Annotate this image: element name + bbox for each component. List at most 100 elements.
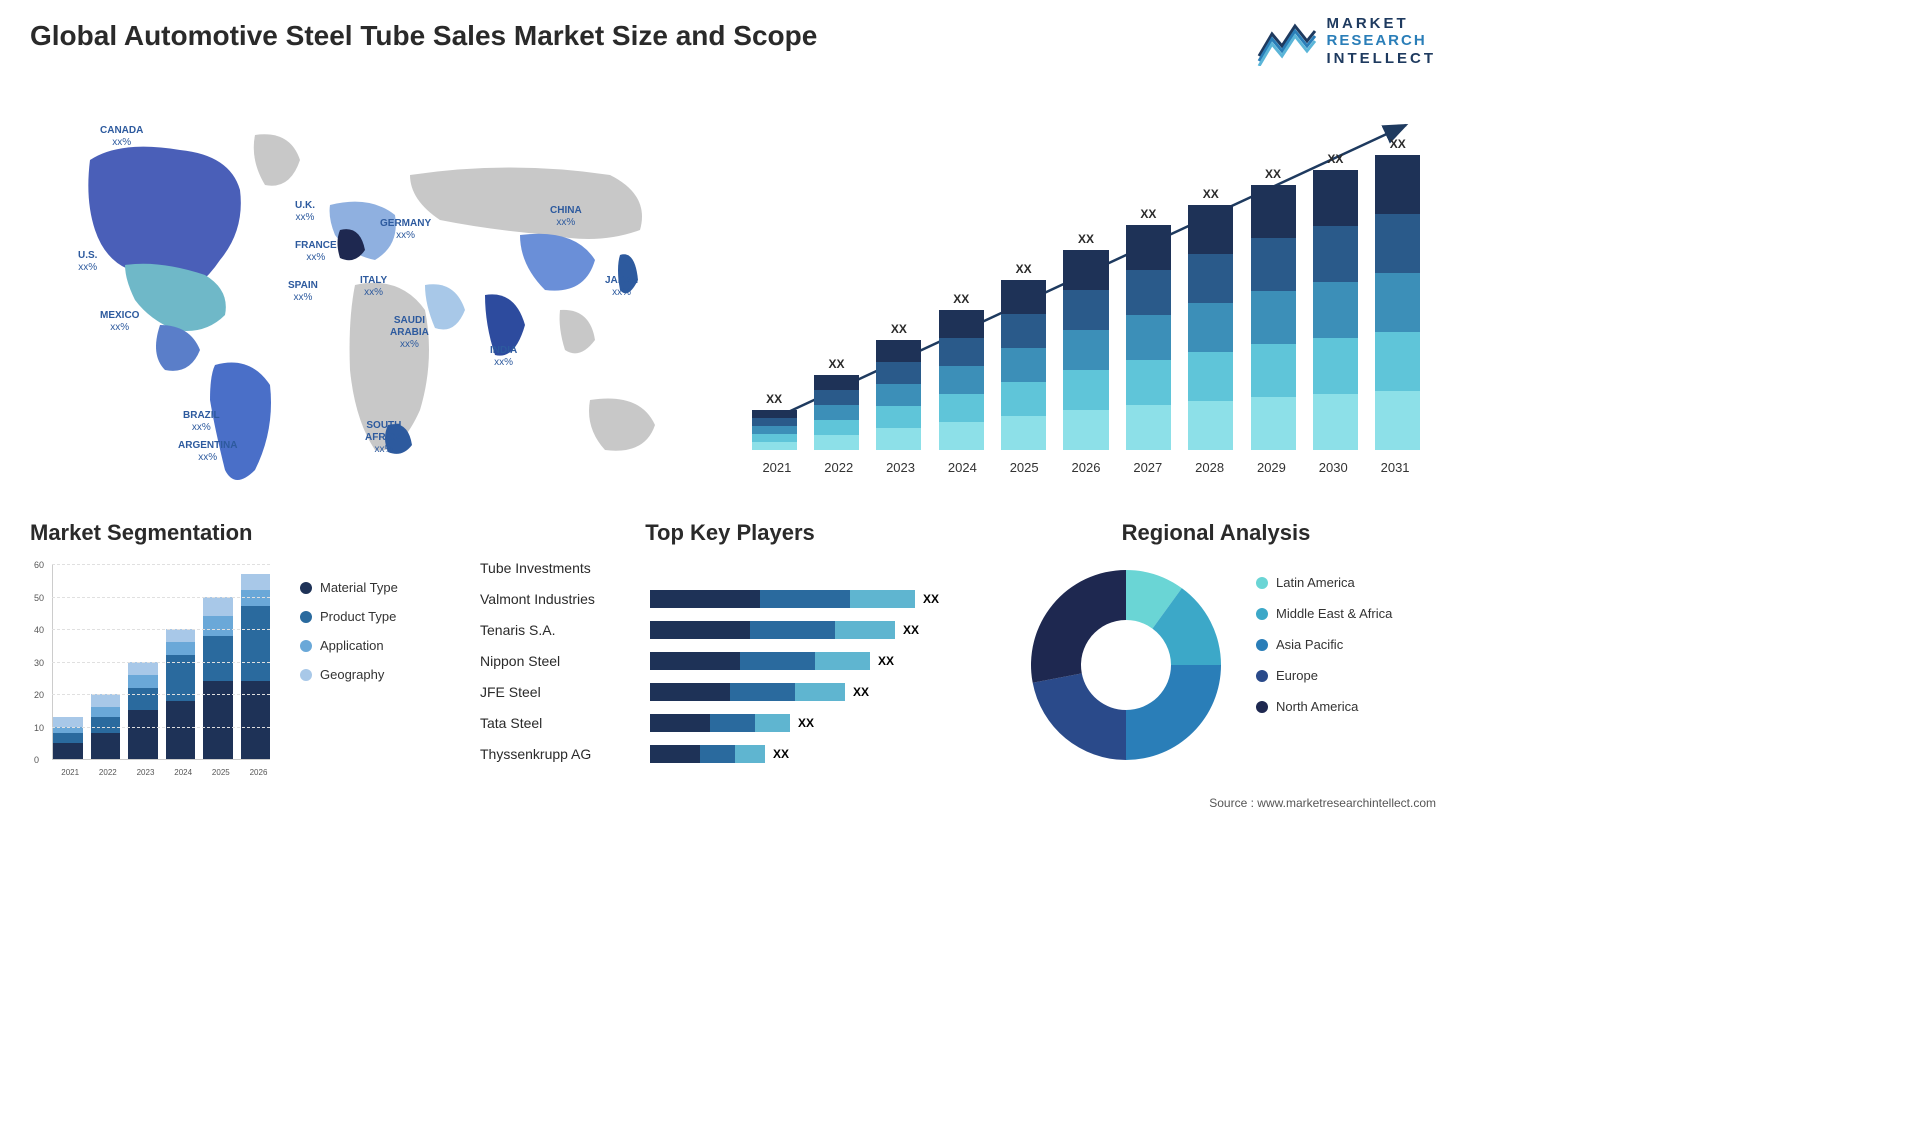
logo-word1: MARKET xyxy=(1327,15,1437,32)
seg-year-label: 2023 xyxy=(127,768,163,777)
map-label-italy: ITALYxx% xyxy=(360,275,387,299)
map-label-southafrica: SOUTHAFRICAxx% xyxy=(365,420,403,456)
player-bar-row: XX xyxy=(650,682,960,702)
seg-ytick: 50 xyxy=(34,593,44,603)
growth-bar-value-label: XX xyxy=(1078,232,1094,246)
segmentation-legend: Material Type Product Type Application Geog… xyxy=(300,580,398,682)
seg-ytick: 0 xyxy=(34,755,39,765)
legend-label: Europe xyxy=(1276,668,1318,683)
player-name: Tube Investments xyxy=(480,558,640,578)
world-map: CANADAxx%U.S.xx%MEXICOxx%BRAZILxx%ARGENT… xyxy=(30,100,710,500)
seg-year-label: 2024 xyxy=(165,768,201,777)
donut-slice xyxy=(1126,665,1221,760)
seg-year-label: 2025 xyxy=(203,768,239,777)
growth-year-label: 2028 xyxy=(1179,460,1241,475)
seg-legend-item: Geography xyxy=(300,667,398,682)
seg-gridline xyxy=(52,564,270,565)
growth-bar-2030: XX xyxy=(1307,152,1363,450)
map-label-uk: U.K.xx% xyxy=(295,200,315,224)
growth-bar-2029: XX xyxy=(1245,167,1301,450)
seg-bar-2023 xyxy=(128,662,158,760)
legend-label: Product Type xyxy=(320,609,396,624)
regional-section: Regional Analysis Latin AmericaMiddle Ea… xyxy=(1006,520,1426,780)
player-bar-row: XX xyxy=(650,589,960,609)
seg-bar-2021 xyxy=(53,717,83,759)
growth-bar-value-label: XX xyxy=(891,322,907,336)
regional-legend-item: Asia Pacific xyxy=(1256,637,1392,652)
growth-bar-2026: XX xyxy=(1058,232,1114,450)
growth-bar-2031: XX xyxy=(1370,137,1426,450)
map-label-japan: JAPANxx% xyxy=(605,275,638,299)
growth-bar-value-label: XX xyxy=(766,392,782,406)
seg-legend-item: Product Type xyxy=(300,609,398,624)
map-label-india: INDIAxx% xyxy=(490,345,517,369)
player-bar-row: XX xyxy=(650,744,960,764)
player-bar-row: XX xyxy=(650,651,960,671)
map-label-germany: GERMANYxx% xyxy=(380,218,431,242)
segmentation-section: Market Segmentation 01020304050602021202… xyxy=(30,520,450,780)
growth-bar-value-label: XX xyxy=(829,357,845,371)
regional-legend-item: North America xyxy=(1256,699,1392,714)
players-section: Top Key Players Tube Investments Valmont … xyxy=(480,520,980,780)
growth-bar-2021: XX xyxy=(746,392,802,450)
map-label-france: FRANCExx% xyxy=(295,240,337,264)
player-value-label: XX xyxy=(903,623,919,637)
players-bars: XX XX XX XX XX XX xyxy=(650,558,960,764)
player-value-label: XX xyxy=(798,716,814,730)
map-label-us: U.S.xx% xyxy=(78,250,97,274)
legend-swatch xyxy=(1256,608,1268,620)
map-label-china: CHINAxx% xyxy=(550,205,582,229)
player-name: Valmont Industries xyxy=(480,589,640,609)
legend-label: Latin America xyxy=(1276,575,1355,590)
player-name: Nippon Steel xyxy=(480,651,640,671)
players-title: Top Key Players xyxy=(480,520,980,546)
regional-legend-item: Latin America xyxy=(1256,575,1392,590)
legend-swatch xyxy=(1256,701,1268,713)
player-value-label: XX xyxy=(923,592,939,606)
map-label-spain: SPAINxx% xyxy=(288,280,318,304)
seg-gridline xyxy=(52,662,270,663)
growth-bar-2027: XX xyxy=(1120,207,1176,450)
seg-gridline xyxy=(52,629,270,630)
growth-bar-2022: XX xyxy=(808,357,864,450)
seg-gridline xyxy=(52,597,270,598)
regional-legend-item: Middle East & Africa xyxy=(1256,606,1392,621)
player-value-label: XX xyxy=(773,747,789,761)
donut-slice xyxy=(1033,673,1126,760)
player-name: Tenaris S.A. xyxy=(480,620,640,640)
seg-ytick: 60 xyxy=(34,560,44,570)
map-label-argentina: ARGENTINAxx% xyxy=(178,440,237,464)
growth-bar-chart: XXXXXXXXXXXXXXXXXXXXXX 20212022202320242… xyxy=(746,100,1426,480)
map-label-canada: CANADAxx% xyxy=(100,125,143,149)
growth-bar-2023: XX xyxy=(871,322,927,450)
seg-ytick: 20 xyxy=(34,690,44,700)
seg-gridline xyxy=(52,694,270,695)
growth-year-label: 2025 xyxy=(993,460,1055,475)
growth-year-label: 2031 xyxy=(1364,460,1426,475)
growth-year-label: 2029 xyxy=(1241,460,1303,475)
growth-bar-value-label: XX xyxy=(953,292,969,306)
player-name: Tata Steel xyxy=(480,713,640,733)
seg-year-label: 2026 xyxy=(240,768,276,777)
seg-gridline xyxy=(52,727,270,728)
player-value-label: XX xyxy=(878,654,894,668)
logo-word2: RESEARCH xyxy=(1327,32,1437,49)
logo-wave-icon xyxy=(1257,16,1317,66)
player-value-label: XX xyxy=(853,685,869,699)
page-title: Global Automotive Steel Tube Sales Marke… xyxy=(30,20,817,52)
map-label-brazil: BRAZILxx% xyxy=(183,410,220,434)
growth-year-label: 2022 xyxy=(808,460,870,475)
donut-slice xyxy=(1031,570,1126,683)
growth-bar-2028: XX xyxy=(1183,187,1239,450)
seg-ytick: 10 xyxy=(34,723,44,733)
regional-donut xyxy=(1026,565,1226,765)
growth-bar-value-label: XX xyxy=(1140,207,1156,221)
growth-bar-value-label: XX xyxy=(1016,262,1032,276)
growth-year-label: 2030 xyxy=(1302,460,1364,475)
legend-label: Material Type xyxy=(320,580,398,595)
regional-legend: Latin America Middle East & Africa Asia Pa… xyxy=(1256,575,1392,714)
growth-year-label: 2027 xyxy=(1117,460,1179,475)
seg-legend-item: Application xyxy=(300,638,398,653)
seg-bar-2025 xyxy=(203,597,233,760)
legend-label: Geography xyxy=(320,667,384,682)
